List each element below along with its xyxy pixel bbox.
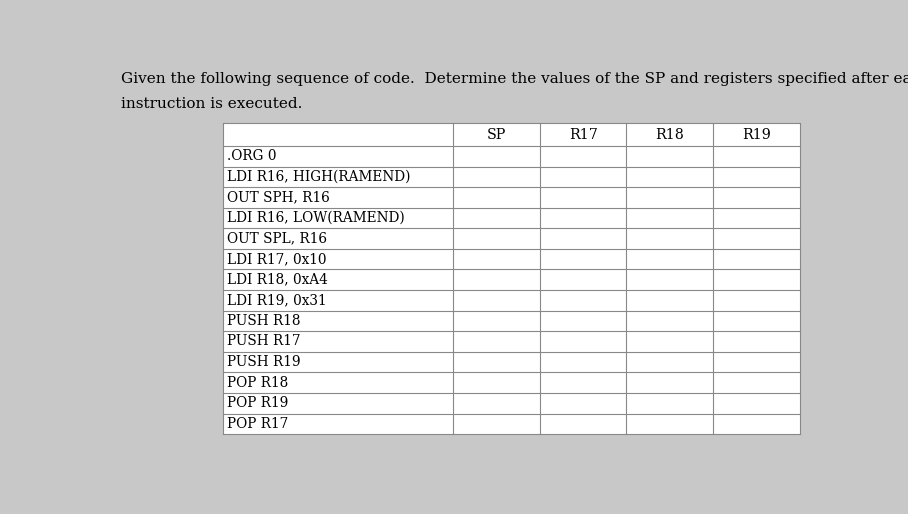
Bar [222, 208, 800, 228]
Bar [222, 228, 800, 249]
Bar [222, 269, 800, 290]
Text: .ORG 0: .ORG 0 [228, 149, 277, 163]
Text: SP: SP [487, 127, 507, 141]
Text: LDI R17, 0x10: LDI R17, 0x10 [228, 252, 327, 266]
Text: LDI R19, 0x31: LDI R19, 0x31 [228, 293, 327, 307]
Text: POP R18: POP R18 [228, 376, 289, 390]
Text: LDI R16, HIGH(RAMEND): LDI R16, HIGH(RAMEND) [228, 170, 411, 184]
Text: PUSH R17: PUSH R17 [228, 335, 301, 348]
Text: LDI R16, LOW(RAMEND): LDI R16, LOW(RAMEND) [228, 211, 405, 225]
Bar [222, 372, 800, 393]
Text: PUSH R18: PUSH R18 [228, 314, 301, 328]
Text: POP R17: POP R17 [228, 417, 289, 431]
Text: instruction is executed.: instruction is executed. [121, 97, 302, 112]
Bar [222, 414, 800, 434]
Bar [222, 123, 800, 146]
Bar [222, 331, 800, 352]
Text: Given the following sequence of code.  Determine the values of the SP and regist: Given the following sequence of code. De… [121, 71, 908, 85]
Text: R17: R17 [568, 127, 597, 141]
Text: R18: R18 [656, 127, 685, 141]
Bar [222, 249, 800, 269]
Bar [222, 167, 800, 187]
Text: POP R19: POP R19 [228, 396, 289, 410]
Text: R19: R19 [742, 127, 771, 141]
Text: OUT SPL, R16: OUT SPL, R16 [228, 232, 328, 246]
Text: PUSH R19: PUSH R19 [228, 355, 301, 369]
Bar [222, 393, 800, 414]
Bar [222, 352, 800, 372]
Bar [222, 146, 800, 167]
Bar [222, 290, 800, 310]
Text: OUT SPH, R16: OUT SPH, R16 [228, 190, 331, 205]
Text: LDI R18, 0xA4: LDI R18, 0xA4 [228, 273, 329, 287]
Bar [222, 187, 800, 208]
Bar [222, 310, 800, 331]
